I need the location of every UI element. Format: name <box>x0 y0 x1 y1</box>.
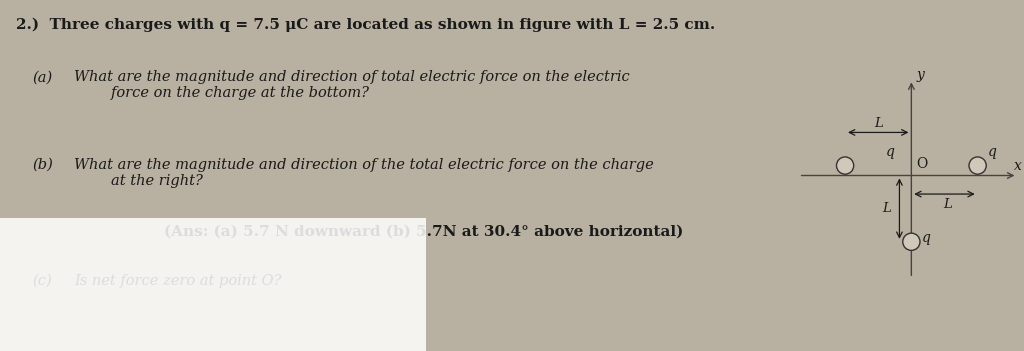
Text: L: L <box>873 117 883 130</box>
Text: O: O <box>916 157 928 171</box>
Text: (a): (a) <box>33 70 53 84</box>
Text: (Ans: (a) 5.7 N downward (b) 5.7N at 30.4° above horizontal): (Ans: (a) 5.7 N downward (b) 5.7N at 30.… <box>164 225 683 239</box>
Circle shape <box>903 233 920 250</box>
Text: x: x <box>1014 159 1022 173</box>
Text: 2.)  Three charges with q = 7.5 μC are located as shown in figure with L = 2.5 c: 2.) Three charges with q = 7.5 μC are lo… <box>16 18 716 32</box>
Text: What are the magnitude and direction of the total electric force on the charge
 : What are the magnitude and direction of … <box>74 158 653 188</box>
Text: (b): (b) <box>33 158 53 172</box>
Text: What are the magnitude and direction of total electric force on the electric
   : What are the magnitude and direction of … <box>74 70 630 100</box>
Text: (c): (c) <box>33 274 52 288</box>
Bar <box>0 218 426 351</box>
Text: q: q <box>988 145 996 159</box>
Circle shape <box>837 157 854 174</box>
Text: y: y <box>916 68 925 82</box>
Text: Is net force zero at point O?: Is net force zero at point O? <box>74 274 282 288</box>
Text: q: q <box>886 145 895 159</box>
Text: L: L <box>943 198 952 211</box>
Circle shape <box>969 157 986 174</box>
Text: q: q <box>922 231 931 245</box>
Text: L: L <box>882 202 891 215</box>
